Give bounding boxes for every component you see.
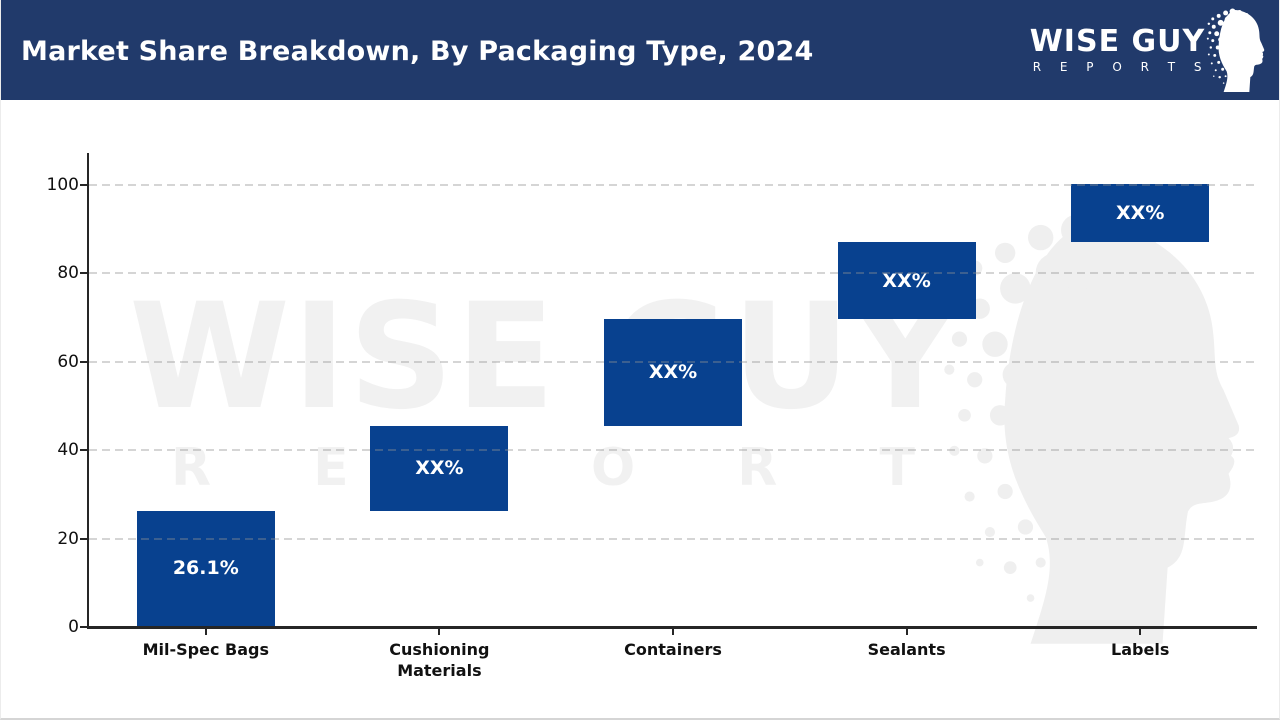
- x-category-label: Cushioning Materials: [389, 640, 490, 680]
- bar: 26.1%: [136, 510, 275, 626]
- x-category-label: Labels: [1111, 640, 1170, 659]
- wiseguy-face-icon: [1206, 8, 1265, 92]
- gridline: [89, 183, 1257, 186]
- y-tick-mark: [80, 626, 87, 628]
- y-tick-mark: [80, 537, 87, 540]
- bar-value-label: XX%: [1116, 202, 1165, 225]
- bar: XX%: [1071, 183, 1210, 243]
- logo-subtitle: R E P O R T S: [1032, 60, 1209, 74]
- bar-value-label: XX%: [415, 457, 464, 480]
- bar: XX%: [604, 318, 742, 427]
- gridline: [89, 272, 1257, 275]
- watermark-line2: R E P O R T S: [171, 438, 1097, 498]
- logo-wordmark: WISE GUY: [1029, 24, 1206, 59]
- y-tick-label: 80: [57, 263, 79, 284]
- bar: XX%: [370, 426, 509, 511]
- y-tick-label: 0: [68, 617, 79, 637]
- y-tick-mark: [80, 183, 87, 186]
- bar-value-label: XX%: [882, 269, 931, 292]
- y-tick-label: 60: [57, 351, 79, 372]
- gridline: [89, 449, 1257, 452]
- gridline: [89, 537, 1257, 540]
- x-tick-mark: [204, 628, 207, 635]
- x-axis: [87, 626, 1257, 629]
- y-tick-label: 20: [57, 528, 79, 549]
- y-axis: [87, 153, 89, 628]
- bar: XX%: [837, 242, 976, 319]
- y-tick-label: 40: [57, 440, 79, 461]
- x-category-label: Containers: [624, 640, 722, 659]
- bar-value-label: 26.1%: [172, 557, 239, 580]
- x-tick-mark: [1139, 628, 1142, 635]
- wiseguy-logo: WISE GUY R E P O R T S: [1030, 8, 1269, 92]
- watermark-face-icon: [944, 214, 1240, 644]
- x-category-label: Mil-Spec Bags: [142, 640, 269, 659]
- chart-title: Market Share Breakdown, By Packaging Typ…: [21, 36, 814, 67]
- x-category-label: Sealants: [867, 640, 946, 659]
- header-bar: Market Share Breakdown, By Packaging Typ…: [1, 0, 1279, 100]
- x-tick-mark: [905, 628, 908, 635]
- x-tick-mark: [438, 628, 441, 635]
- y-tick-mark: [80, 449, 87, 452]
- y-tick-mark: [80, 360, 87, 363]
- x-tick-mark: [672, 628, 674, 635]
- y-tick-label: 100: [46, 174, 79, 195]
- gridline: [89, 360, 1257, 363]
- wiseguy-logo-text: WISE GUY R E P O R T S: [1029, 24, 1209, 75]
- y-tick-mark: [80, 272, 87, 275]
- bar-value-label: XX%: [648, 361, 698, 384]
